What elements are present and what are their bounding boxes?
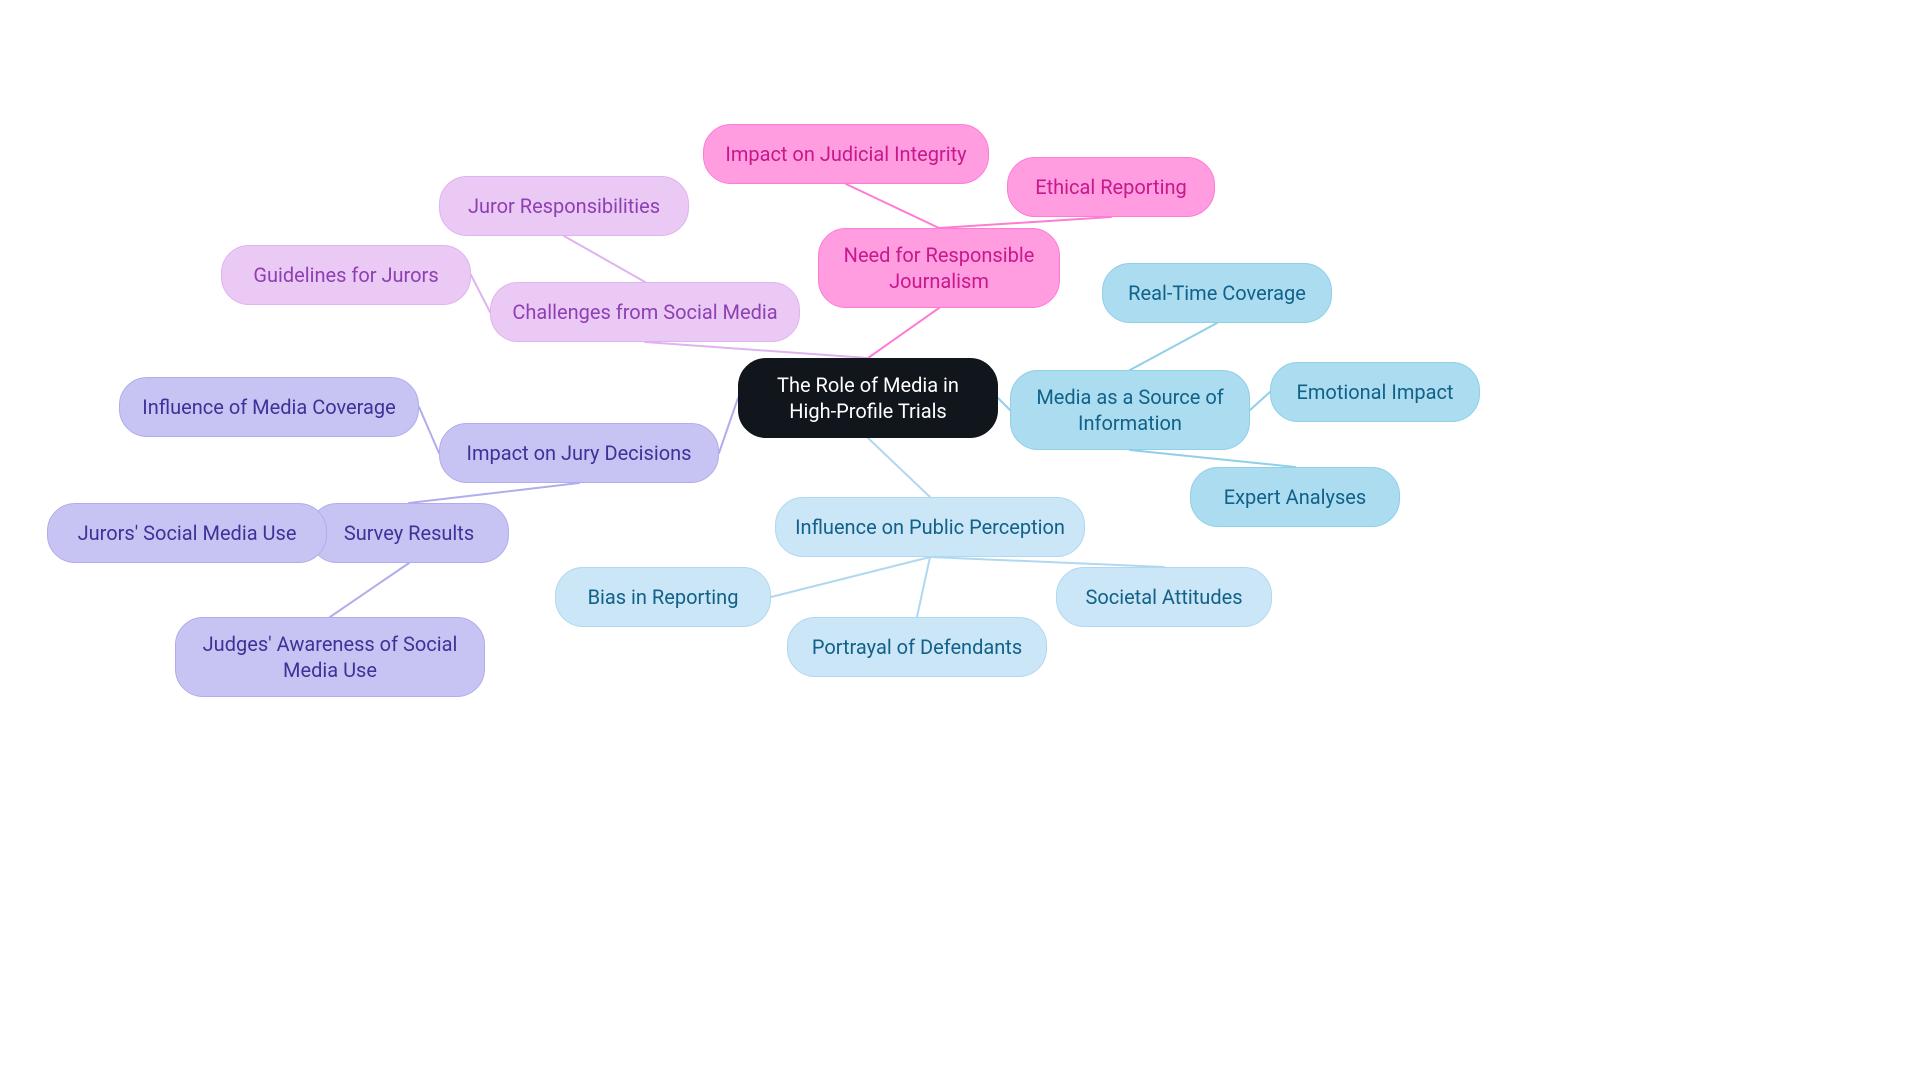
mindmap-node-b5c2a[interactable]: Jurors' Social Media Use — [47, 503, 327, 563]
mindmap-node-label: Challenges from Social Media — [512, 299, 777, 325]
mindmap-node-label: Impact on Jury Decisions — [467, 440, 692, 466]
mindmap-node-b4c1[interactable]: Juror Responsibilities — [439, 176, 689, 236]
mindmap-node-b5c2[interactable]: Survey Results — [309, 503, 509, 563]
mindmap-node-label: Survey Results — [344, 520, 474, 546]
mindmap-node-b4[interactable]: Challenges from Social Media — [490, 282, 800, 342]
mindmap-node-b1c2[interactable]: Emotional Impact — [1270, 362, 1480, 422]
mindmap-edge — [998, 398, 1010, 410]
mindmap-node-label: Need for Responsible Journalism — [837, 242, 1041, 294]
mindmap-edge — [564, 236, 645, 282]
mindmap-node-b5[interactable]: Impact on Jury Decisions — [439, 423, 719, 483]
mindmap-edge — [719, 398, 738, 453]
mindmap-edge — [1130, 450, 1295, 467]
mindmap-node-label: Ethical Reporting — [1035, 174, 1186, 200]
mindmap-node-b2[interactable]: Influence on Public Perception — [775, 497, 1085, 557]
mindmap-edge — [471, 275, 490, 312]
mindmap-edge — [409, 483, 579, 503]
mindmap-node-b5c1[interactable]: Influence of Media Coverage — [119, 377, 419, 437]
mindmap-edge — [917, 557, 930, 617]
mindmap-node-b1c1[interactable]: Real-Time Coverage — [1102, 263, 1332, 323]
mindmap-node-label: Bias in Reporting — [588, 584, 739, 610]
mindmap-node-b3c1[interactable]: Impact on Judicial Integrity — [703, 124, 989, 184]
mindmap-edge — [939, 217, 1111, 228]
mindmap-node-label: Judges' Awareness of Social Media Use — [194, 631, 466, 683]
mindmap-edge — [1130, 323, 1217, 370]
mindmap-node-label: Jurors' Social Media Use — [78, 520, 297, 546]
mindmap-node-label: Emotional Impact — [1297, 379, 1454, 405]
mindmap-node-label: Portrayal of Defendants — [812, 634, 1022, 660]
mindmap-edge — [868, 438, 930, 497]
mindmap-edge — [419, 407, 439, 453]
mindmap-node-b3c2[interactable]: Ethical Reporting — [1007, 157, 1215, 217]
mindmap-edge — [771, 557, 930, 597]
mindmap-node-label: Expert Analyses — [1224, 484, 1366, 510]
mindmap-node-b2c1[interactable]: Bias in Reporting — [555, 567, 771, 627]
mindmap-edge — [1250, 392, 1270, 410]
mindmap-node-root[interactable]: The Role of Media in High-Profile Trials — [738, 358, 998, 438]
mindmap-node-label: Guidelines for Jurors — [253, 262, 438, 288]
mindmap-node-b1c3[interactable]: Expert Analyses — [1190, 467, 1400, 527]
mindmap-node-b2c2[interactable]: Portrayal of Defendants — [787, 617, 1047, 677]
mindmap-node-label: Juror Responsibilities — [468, 193, 660, 219]
mindmap-node-b5c2b[interactable]: Judges' Awareness of Social Media Use — [175, 617, 485, 697]
mindmap-node-label: Real-Time Coverage — [1128, 280, 1306, 306]
mindmap-node-b1[interactable]: Media as a Source of Information — [1010, 370, 1250, 450]
mindmap-edge — [930, 557, 1164, 567]
mindmap-node-label: Influence of Media Coverage — [142, 394, 395, 420]
mindmap-node-b4c2[interactable]: Guidelines for Jurors — [221, 245, 471, 305]
mindmap-edge — [330, 563, 409, 617]
mindmap-node-label: Media as a Source of Information — [1029, 384, 1231, 436]
mindmap-edge — [868, 308, 939, 358]
mindmap-node-b3[interactable]: Need for Responsible Journalism — [818, 228, 1060, 308]
mindmap-edge — [846, 184, 939, 228]
mindmap-node-b2c3[interactable]: Societal Attitudes — [1056, 567, 1272, 627]
mindmap-node-label: Societal Attitudes — [1085, 584, 1242, 610]
mindmap-node-label: Impact on Judicial Integrity — [725, 141, 966, 167]
mindmap-edge — [645, 342, 868, 358]
mindmap-node-label: The Role of Media in High-Profile Trials — [757, 372, 979, 424]
mindmap-node-label: Influence on Public Perception — [795, 514, 1065, 540]
